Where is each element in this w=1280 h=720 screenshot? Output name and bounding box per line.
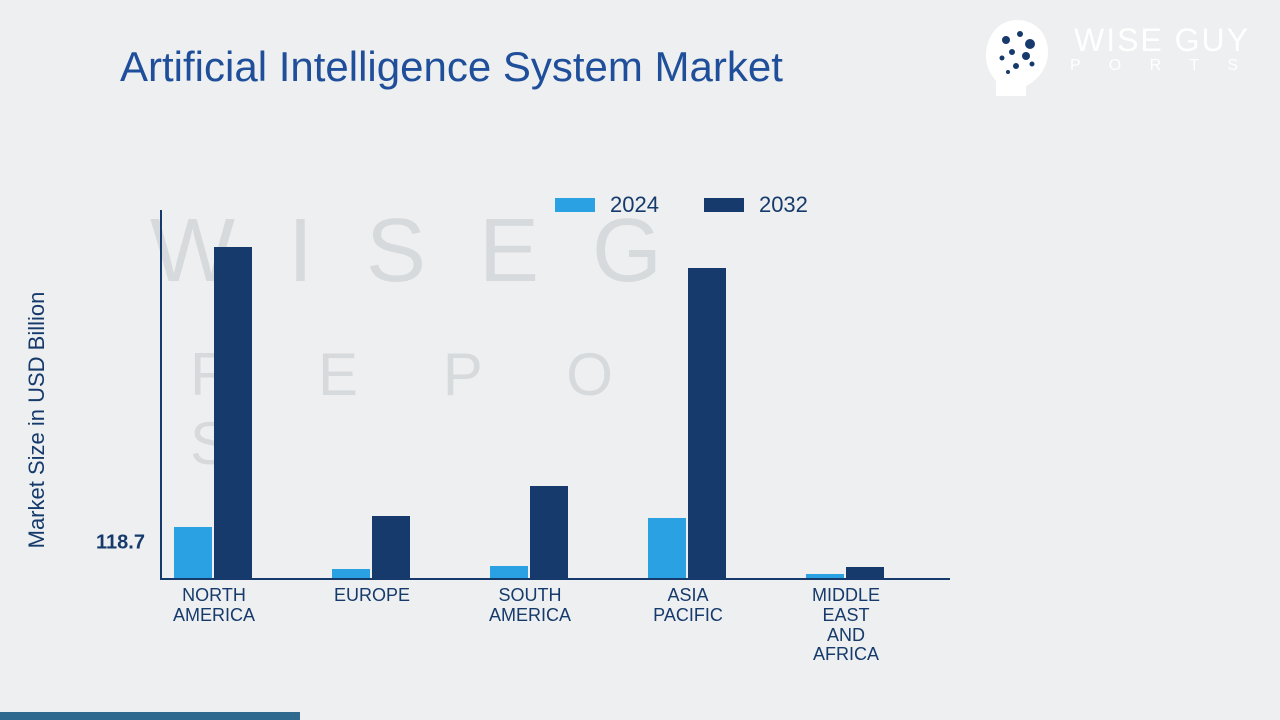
x-axis-label: NORTH AMERICA [173, 586, 255, 626]
brand-band [960, 0, 1280, 720]
y-tick-label: 118.7 [96, 532, 145, 555]
accent-bar [0, 712, 300, 720]
bar-2024 [332, 569, 370, 578]
x-axis-label: ASIA PACIFIC [653, 586, 723, 626]
brand-head-icon [982, 18, 1052, 98]
chart: Market Size in USD Billion 118.7 NORTH A… [60, 170, 950, 670]
bar-2024 [490, 566, 528, 578]
y-axis-label: Market Size in USD Billion [24, 292, 50, 549]
chart-title: Artificial Intelligence System Market [120, 42, 783, 92]
x-axis-label: MIDDLE EAST AND AFRICA [812, 586, 880, 665]
plot-area: NORTH AMERICAEUROPESOUTH AMERICAASIA PAC… [160, 210, 950, 580]
bar-2032 [372, 516, 410, 578]
bar-2024 [648, 518, 686, 578]
bar-2032 [530, 486, 568, 579]
bar-2024 [174, 527, 212, 578]
bar-2024 [806, 574, 844, 578]
bar-2032 [846, 567, 884, 578]
bar-2032 [214, 247, 252, 578]
x-axis-label: SOUTH AMERICA [489, 586, 571, 626]
bar-2032 [688, 268, 726, 578]
x-axis-label: EUROPE [334, 586, 410, 606]
